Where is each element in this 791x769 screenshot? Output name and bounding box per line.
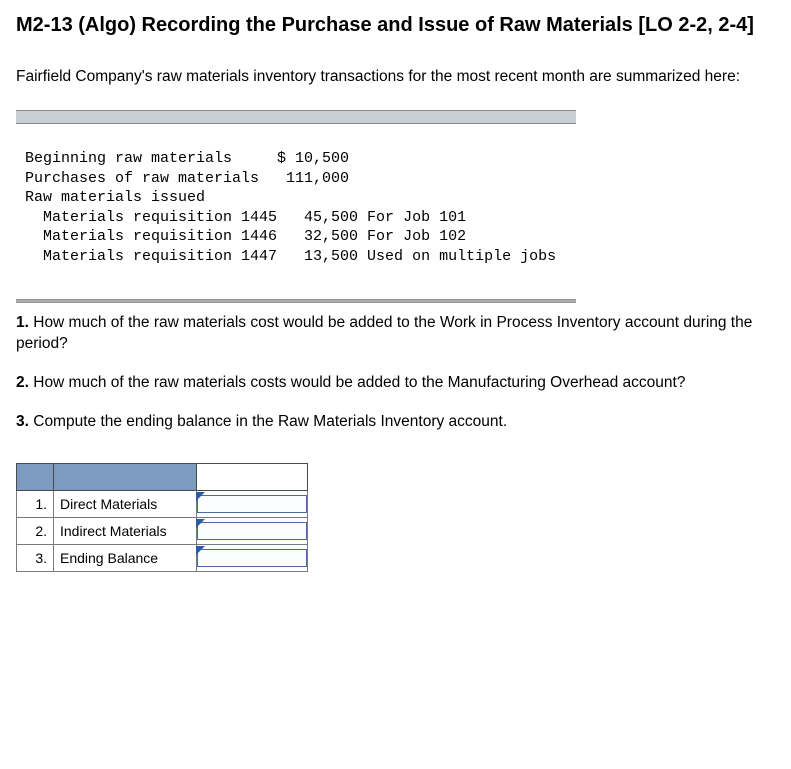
ledger-line: Materials requisition 1445 45,500 For Jo… — [16, 209, 466, 226]
header-blank-num — [17, 464, 54, 491]
qtext: Compute the ending balance in the Raw Ma… — [29, 413, 507, 430]
qtext: How much of the raw materials cost would… — [16, 314, 752, 352]
cell-marker-icon — [196, 546, 205, 555]
cell-marker-icon — [196, 492, 205, 501]
table-row: 3. Ending Balance — [17, 545, 308, 572]
ledger-line: Materials requisition 1447 13,500 Used o… — [16, 248, 556, 265]
ledger-line: Purchases of raw materials 111,000 — [16, 170, 349, 187]
question-list: 1. How much of the raw materials cost wo… — [16, 313, 775, 433]
row-label: Direct Materials — [54, 491, 197, 518]
ending-balance-input[interactable] — [197, 549, 307, 567]
question-3: 3. Compute the ending balance in the Raw… — [16, 412, 775, 433]
ledger-line: Raw materials issued — [16, 189, 205, 206]
question-1: 1. How much of the raw materials cost wo… — [16, 313, 775, 355]
ledger-bottom-rule — [16, 299, 576, 303]
direct-materials-input[interactable] — [197, 495, 307, 513]
qnum: 2. — [16, 374, 29, 391]
header-blank-input — [197, 464, 308, 491]
ledger-line: Materials requisition 1446 32,500 For Jo… — [16, 228, 466, 245]
header-blank-label — [54, 464, 197, 491]
question-2: 2. How much of the raw materials costs w… — [16, 373, 775, 394]
cell-marker-icon — [196, 519, 205, 528]
ledger-block: Beginning raw materials $ 10,500 Purchas… — [16, 110, 775, 304]
qtext: How much of the raw materials costs woul… — [29, 374, 686, 391]
ledger-top-rule — [16, 110, 576, 124]
indirect-materials-input[interactable] — [197, 522, 307, 540]
row-number: 1. — [17, 491, 54, 518]
qnum: 3. — [16, 413, 29, 430]
row-label: Ending Balance — [54, 545, 197, 572]
table-row: 1. Direct Materials — [17, 491, 308, 518]
answer-table: 1. Direct Materials 2. Indirect Material… — [16, 463, 308, 572]
table-row: 2. Indirect Materials — [17, 518, 308, 545]
intro-text: Fairfield Company's raw materials invent… — [16, 67, 775, 88]
ledger-line: Beginning raw materials $ 10,500 — [16, 150, 349, 167]
row-number: 2. — [17, 518, 54, 545]
page-title: M2-13 (Algo) Recording the Purchase and … — [16, 12, 775, 39]
row-label: Indirect Materials — [54, 518, 197, 545]
qnum: 1. — [16, 314, 29, 331]
row-number: 3. — [17, 545, 54, 572]
